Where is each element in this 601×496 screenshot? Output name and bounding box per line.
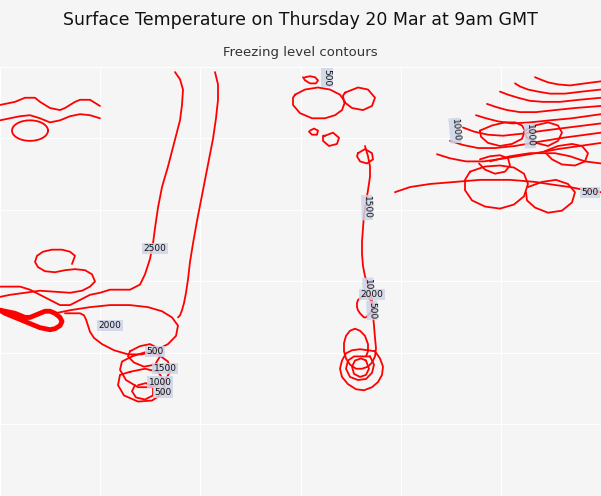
Text: 2500: 2500 xyxy=(144,244,166,253)
Text: 500: 500 xyxy=(147,347,163,356)
Text: 500: 500 xyxy=(581,187,599,197)
Text: 2000: 2000 xyxy=(361,290,383,299)
Text: 10: 10 xyxy=(363,279,373,291)
Text: 500: 500 xyxy=(154,388,172,397)
Text: 1500: 1500 xyxy=(153,364,177,373)
Text: Freezing level contours: Freezing level contours xyxy=(223,46,378,59)
Text: 500: 500 xyxy=(367,302,377,319)
Text: Surface Temperature on Thursday 20 Mar at 9am GMT: Surface Temperature on Thursday 20 Mar a… xyxy=(63,11,538,29)
Text: 1000: 1000 xyxy=(148,377,171,386)
Text: 1000: 1000 xyxy=(450,119,460,142)
Text: 1500: 1500 xyxy=(362,196,372,219)
Text: 2000: 2000 xyxy=(99,321,121,330)
Text: 500: 500 xyxy=(323,68,332,86)
Text: 1000: 1000 xyxy=(525,124,535,147)
